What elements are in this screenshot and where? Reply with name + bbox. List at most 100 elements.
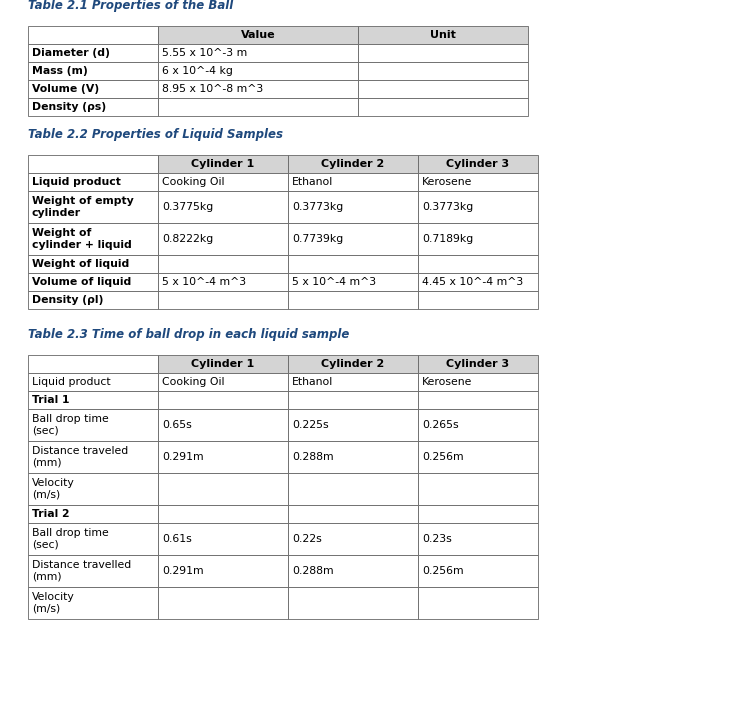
Bar: [288, 373, 418, 391]
Bar: [28, 255, 158, 273]
Text: 0.265s: 0.265s: [422, 420, 458, 430]
Text: Cylinder 1: Cylinder 1: [191, 359, 254, 369]
Bar: [28, 98, 158, 116]
Bar: [28, 555, 158, 587]
Bar: [158, 441, 288, 473]
Bar: [418, 291, 538, 309]
Text: Trial 2: Trial 2: [32, 509, 70, 519]
Text: Table 2.1 Properties of the Ball: Table 2.1 Properties of the Ball: [28, 0, 234, 12]
Text: 0.7739kg: 0.7739kg: [292, 234, 343, 244]
Text: Volume of liquid: Volume of liquid: [32, 277, 131, 287]
Bar: [28, 62, 158, 80]
Bar: [158, 62, 358, 80]
Bar: [288, 223, 418, 255]
Text: Weight of empty
cylinder: Weight of empty cylinder: [32, 196, 134, 218]
Bar: [158, 80, 358, 98]
Bar: [288, 255, 418, 273]
Bar: [158, 473, 288, 505]
Text: Table 2.2 Properties of Liquid Samples: Table 2.2 Properties of Liquid Samples: [28, 128, 283, 141]
Bar: [28, 44, 158, 62]
Bar: [358, 62, 528, 80]
Text: Density (ρs): Density (ρs): [32, 102, 106, 112]
Bar: [288, 273, 418, 291]
Bar: [28, 391, 158, 409]
Text: Unit: Unit: [430, 30, 456, 40]
Text: 0.3775kg: 0.3775kg: [162, 202, 214, 212]
Bar: [288, 505, 418, 523]
Bar: [158, 291, 288, 309]
Text: Liquid product: Liquid product: [32, 377, 111, 387]
Text: Cooking Oil: Cooking Oil: [162, 377, 225, 387]
Bar: [158, 523, 288, 555]
Text: Ethanol: Ethanol: [292, 177, 333, 187]
Bar: [158, 273, 288, 291]
Bar: [418, 191, 538, 223]
Text: 0.22s: 0.22s: [292, 534, 321, 544]
Text: 0.7189kg: 0.7189kg: [422, 234, 473, 244]
Text: Weight of
cylinder + liquid: Weight of cylinder + liquid: [32, 228, 132, 250]
Text: 5.55 x 10^-3 m: 5.55 x 10^-3 m: [162, 48, 247, 58]
Text: 5 x 10^-4 m^3: 5 x 10^-4 m^3: [292, 277, 376, 287]
Text: 5 x 10^-4 m^3: 5 x 10^-4 m^3: [162, 277, 246, 287]
Text: Volume (V): Volume (V): [32, 84, 99, 94]
Bar: [358, 44, 528, 62]
Bar: [288, 391, 418, 409]
Bar: [288, 191, 418, 223]
Bar: [158, 173, 288, 191]
Text: Cylinder 1: Cylinder 1: [191, 159, 254, 169]
Bar: [28, 355, 158, 373]
Bar: [158, 255, 288, 273]
Text: Cylinder 3: Cylinder 3: [446, 159, 510, 169]
Bar: [418, 441, 538, 473]
Bar: [158, 409, 288, 441]
Bar: [158, 355, 288, 373]
Text: 0.65s: 0.65s: [162, 420, 192, 430]
Bar: [418, 473, 538, 505]
Bar: [158, 155, 288, 173]
Text: Trial 1: Trial 1: [32, 395, 69, 405]
Bar: [418, 355, 538, 373]
Bar: [418, 373, 538, 391]
Bar: [28, 191, 158, 223]
Bar: [358, 98, 528, 116]
Bar: [28, 473, 158, 505]
Text: 0.225s: 0.225s: [292, 420, 329, 430]
Text: Ethanol: Ethanol: [292, 377, 333, 387]
Bar: [418, 587, 538, 619]
Bar: [28, 155, 158, 173]
Bar: [288, 173, 418, 191]
Text: 0.8222kg: 0.8222kg: [162, 234, 214, 244]
Bar: [28, 273, 158, 291]
Text: Cylinder 3: Cylinder 3: [446, 359, 510, 369]
Text: 0.23s: 0.23s: [422, 534, 452, 544]
Text: Distance travelled
(mm): Distance travelled (mm): [32, 560, 131, 582]
Text: Table 2.3 Time of ball drop in each liquid sample: Table 2.3 Time of ball drop in each liqu…: [28, 328, 350, 341]
Text: 6 x 10^-4 kg: 6 x 10^-4 kg: [162, 66, 233, 76]
Text: Ball drop time
(sec): Ball drop time (sec): [32, 529, 109, 550]
Text: Liquid product: Liquid product: [32, 177, 121, 187]
Bar: [158, 26, 358, 44]
Bar: [418, 555, 538, 587]
Bar: [418, 155, 538, 173]
Bar: [158, 373, 288, 391]
Bar: [28, 523, 158, 555]
Bar: [158, 587, 288, 619]
Bar: [418, 523, 538, 555]
Bar: [288, 355, 418, 373]
Bar: [288, 441, 418, 473]
Bar: [28, 409, 158, 441]
Bar: [28, 373, 158, 391]
Bar: [418, 255, 538, 273]
Bar: [418, 505, 538, 523]
Text: 0.61s: 0.61s: [162, 534, 192, 544]
Text: Cylinder 2: Cylinder 2: [321, 359, 385, 369]
Text: 4.45 x 10^-4 m^3: 4.45 x 10^-4 m^3: [422, 277, 523, 287]
Bar: [158, 44, 358, 62]
Text: Value: Value: [241, 30, 275, 40]
Text: 0.291m: 0.291m: [162, 566, 204, 576]
Bar: [28, 441, 158, 473]
Bar: [28, 223, 158, 255]
Text: 8.95 x 10^-8 m^3: 8.95 x 10^-8 m^3: [162, 84, 263, 94]
Bar: [158, 505, 288, 523]
Text: Ball drop time
(sec): Ball drop time (sec): [32, 415, 109, 436]
